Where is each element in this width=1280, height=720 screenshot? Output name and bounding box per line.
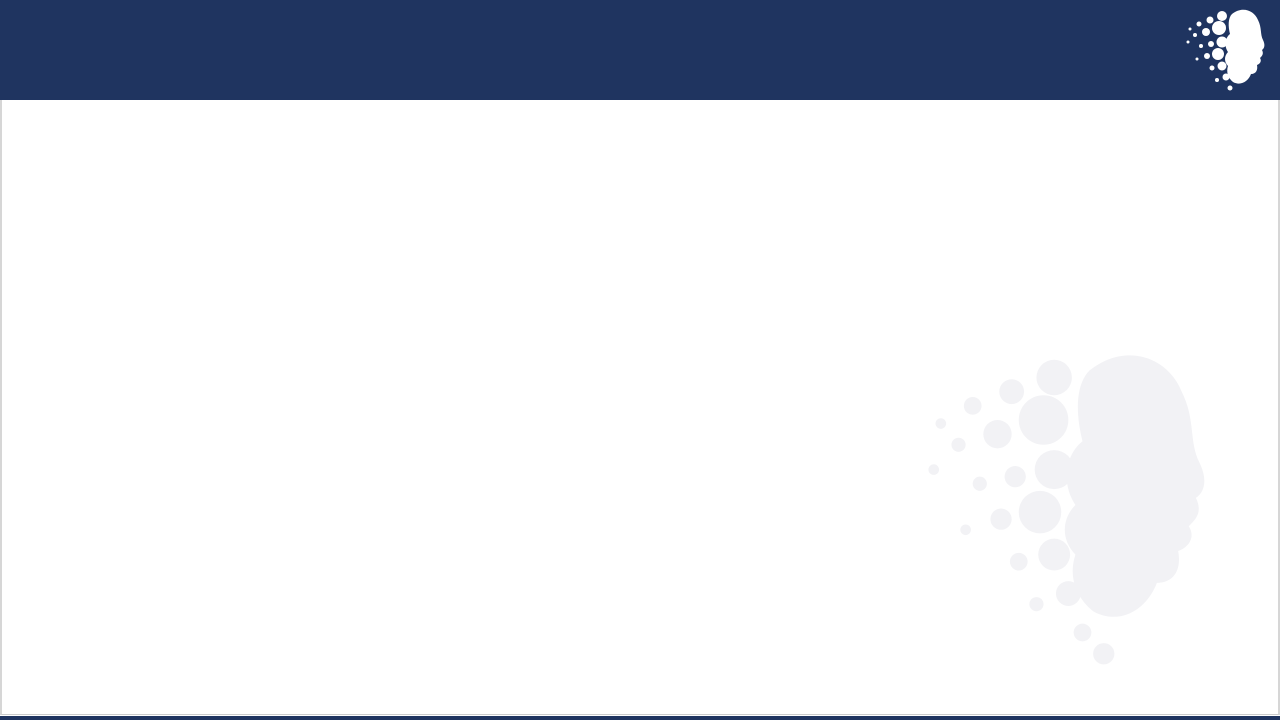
footer-bar (0, 716, 1280, 720)
header-bar (0, 0, 1280, 100)
brand-logo (1162, 4, 1266, 96)
watermark-head-icon (928, 355, 1205, 665)
brand-logo-text (1162, 48, 1168, 52)
chart-panel (0, 100, 1280, 715)
wise-guy-head-icon (1186, 9, 1265, 91)
